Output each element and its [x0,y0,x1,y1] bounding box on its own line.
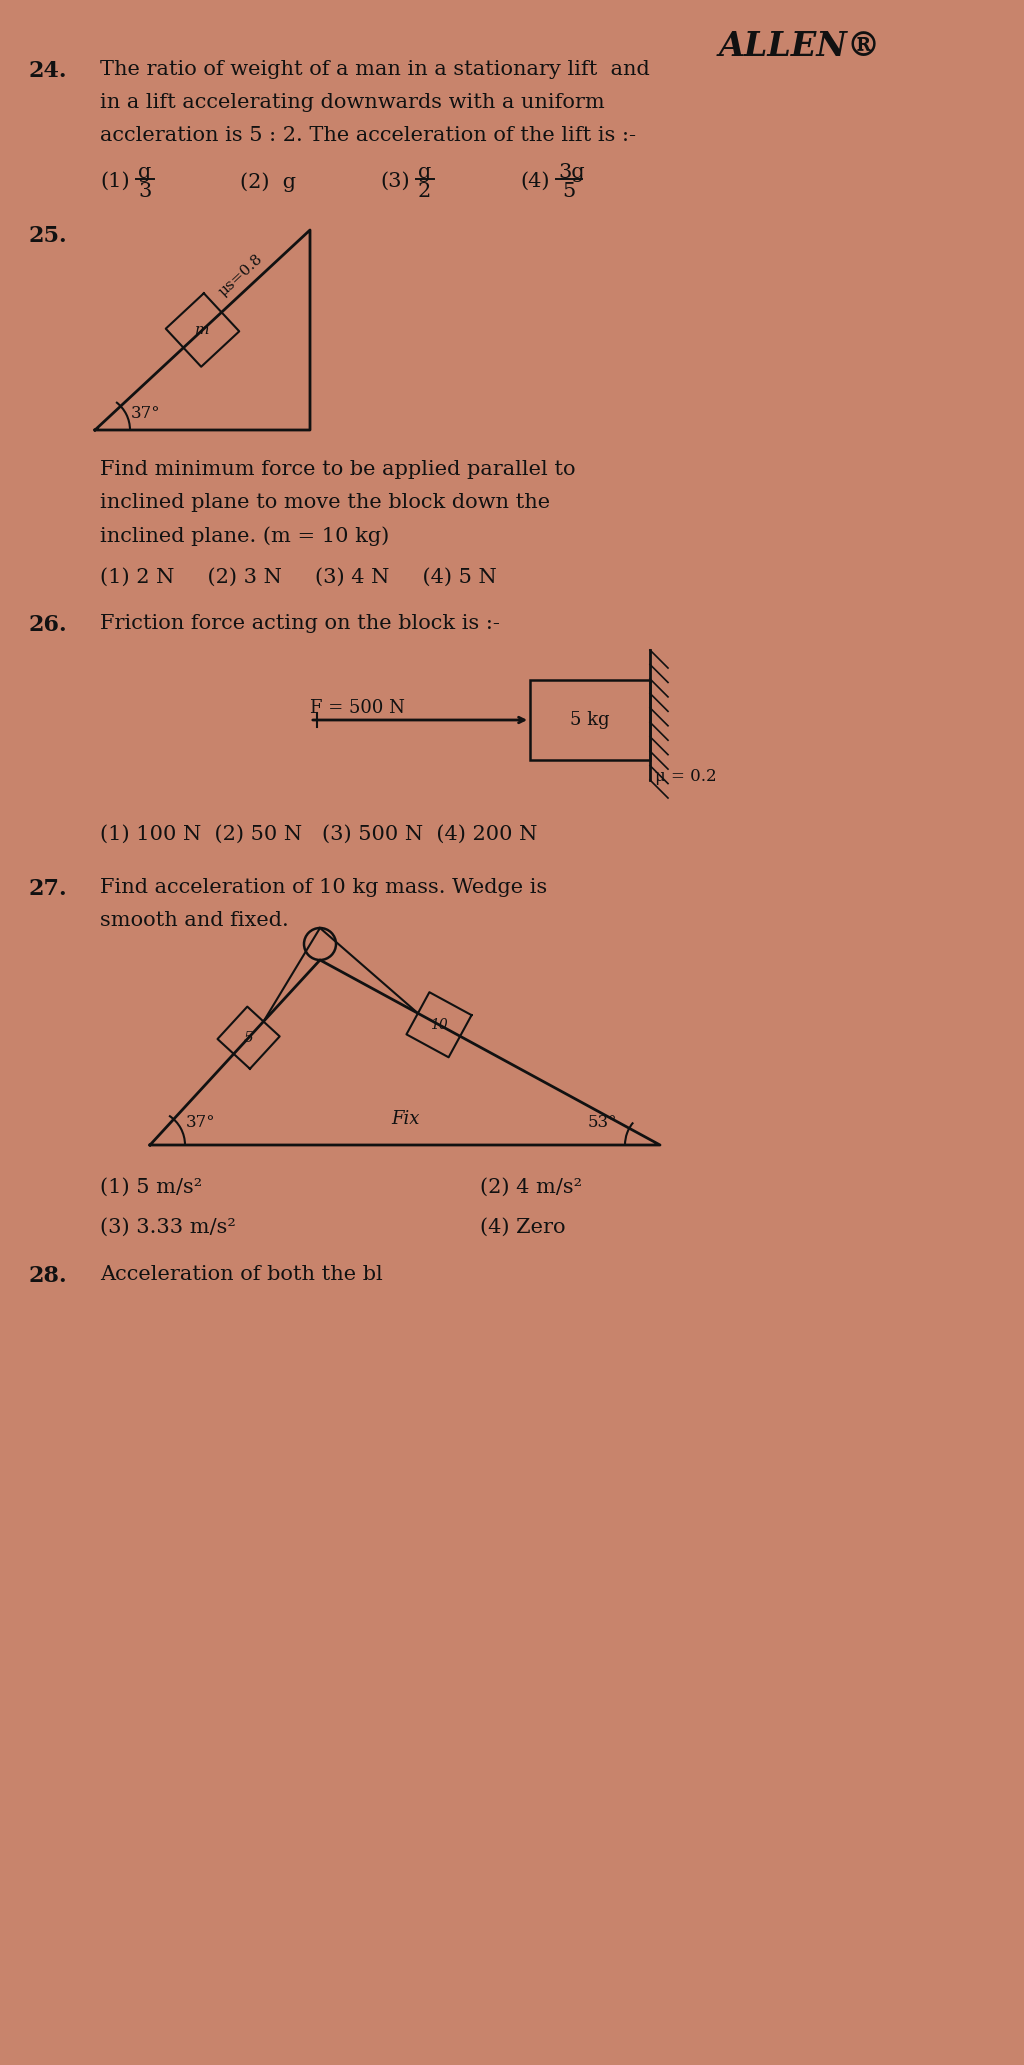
Text: (2) 4 m/s²: (2) 4 m/s² [480,1177,582,1198]
Text: Friction force acting on the block is :-: Friction force acting on the block is :- [100,613,500,634]
Text: (3) 3.33 m/s²: (3) 3.33 m/s² [100,1218,236,1237]
Text: Find acceleration of 10 kg mass. Wedge is: Find acceleration of 10 kg mass. Wedge i… [100,878,547,896]
Text: Find minimum force to be applied parallel to: Find minimum force to be applied paralle… [100,460,575,479]
Text: 37°: 37° [131,405,161,421]
Text: 5: 5 [562,182,575,200]
Text: g: g [418,163,431,182]
Text: μ = 0.2: μ = 0.2 [655,768,717,785]
Text: g: g [138,163,152,182]
Text: 3: 3 [138,182,152,200]
Text: F = 500 N: F = 500 N [310,698,404,717]
Text: (1) 2 N     (2) 3 N     (3) 4 N     (4) 5 N: (1) 2 N (2) 3 N (3) 4 N (4) 5 N [100,568,497,586]
Text: 25.: 25. [28,225,67,248]
Text: inclined plane to move the block down the: inclined plane to move the block down th… [100,494,550,512]
Text: 10: 10 [430,1018,447,1032]
Text: inclined plane. (m = 10 kg): inclined plane. (m = 10 kg) [100,527,389,545]
Text: (1): (1) [100,171,130,190]
Text: The ratio of weight of a man in a stationary lift  and: The ratio of weight of a man in a statio… [100,60,650,78]
Text: Fix: Fix [391,1111,419,1127]
Text: 28.: 28. [28,1266,67,1286]
Text: 53°: 53° [588,1113,617,1132]
Text: 26.: 26. [28,613,67,636]
Text: 24.: 24. [28,60,67,83]
Text: (1) 100 N  (2) 50 N   (3) 500 N  (4) 200 N: (1) 100 N (2) 50 N (3) 500 N (4) 200 N [100,826,538,845]
Text: (4): (4) [520,171,550,190]
Text: in a lift accelerating downwards with a uniform: in a lift accelerating downwards with a … [100,93,605,112]
Text: 5: 5 [244,1030,254,1045]
Text: 3g: 3g [558,163,585,182]
Text: 5 kg: 5 kg [570,710,610,729]
Text: μs=0.8: μs=0.8 [215,252,265,299]
Text: smooth and fixed.: smooth and fixed. [100,911,289,929]
Text: Acceleration of both the bl: Acceleration of both the bl [100,1266,383,1284]
Text: 2: 2 [418,182,431,200]
Text: 27.: 27. [28,878,67,900]
Text: accleration is 5 : 2. The acceleration of the lift is :-: accleration is 5 : 2. The acceleration o… [100,126,636,145]
Text: (1) 5 m/s²: (1) 5 m/s² [100,1177,203,1198]
Text: (3): (3) [380,171,410,190]
Text: ALLEN®: ALLEN® [719,31,881,64]
Bar [530,679,650,760]
Text: 37°: 37° [186,1113,216,1132]
Text: (2)  g: (2) g [240,171,296,192]
Text: m: m [196,322,210,337]
Text: (4) Zero: (4) Zero [480,1218,565,1237]
